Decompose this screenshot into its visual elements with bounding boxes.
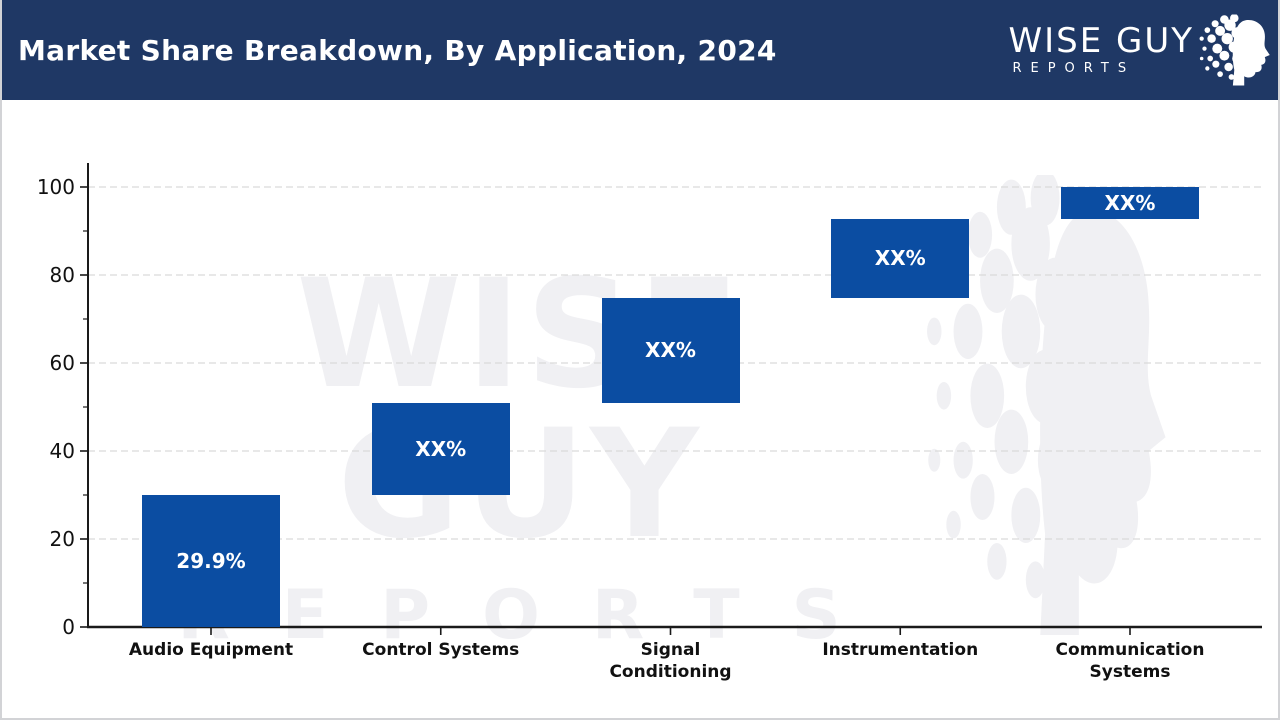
y-tick-label: 20 [50, 527, 75, 551]
x-tick-label-control-systems: Control Systems [362, 640, 520, 660]
y-tick-label: 40 [50, 439, 75, 463]
page-title: Market Share Breakdown, By Application, … [18, 33, 777, 67]
brand-name: WISE GUY [1008, 20, 1194, 61]
x-axis-labels: Audio Equipment Control Systems Signal Cond… [0, 100, 1280, 720]
y-tick-label: 0 [62, 615, 75, 639]
bar-audio-equipment: 29.9% [142, 495, 280, 627]
brand-logo-text: WISE GUY REPORTS [1008, 20, 1194, 77]
y-tick-label: 80 [50, 263, 75, 287]
bar-value-label: XX% [874, 246, 926, 271]
bar-value-label: XX% [415, 437, 467, 462]
brand-logo: WISE GUY REPORTS [1008, 8, 1274, 92]
header-bar: Market Share Breakdown, By Application, … [0, 0, 1280, 100]
bar-signal-conditioning: XX% [601, 297, 740, 404]
bar-value-label: 29.9% [176, 549, 246, 574]
chart-area: WISE GUY REPORTS 0 20 40 60 80 100 29.9% XX% XX… [0, 100, 1280, 720]
y-tick-label: 60 [50, 351, 75, 375]
bar-control-systems: XX% [371, 403, 510, 496]
brand-face-icon [1196, 8, 1274, 92]
bar-value-label: XX% [645, 338, 696, 363]
x-tick-label-communication-systems: Communication Systems [1055, 640, 1205, 682]
x-tick-label-instrumentation: Instrumentation [822, 640, 979, 660]
x-tick-label-signal-conditioning: Signal Conditioning [609, 640, 732, 682]
y-tick-label: 100 [37, 175, 75, 199]
x-tick-label-audio-equipment: Audio Equipment [128, 640, 294, 660]
brand-subname: REPORTS [1012, 61, 1136, 77]
